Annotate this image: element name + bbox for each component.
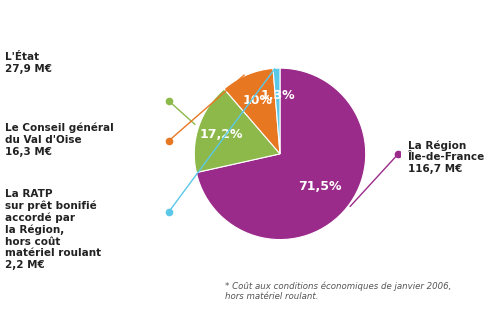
Text: 71,5%: 71,5% [298, 180, 342, 192]
Text: La RATP
sur prêt bonifié
accordé par
la Région,
hors coût
matériel roulant
2,2 M: La RATP sur prêt bonifié accordé par la … [5, 188, 101, 270]
Text: 1,3%: 1,3% [260, 89, 295, 102]
Text: La Région
Île-de-France
116,7 M€: La Région Île-de-France 116,7 M€ [408, 140, 485, 174]
Wedge shape [273, 68, 280, 154]
Text: 17,2%: 17,2% [200, 128, 243, 141]
Wedge shape [194, 89, 280, 173]
Text: L'État
27,9 M€: L'État 27,9 M€ [5, 52, 52, 73]
Wedge shape [196, 68, 366, 240]
Text: 10%: 10% [242, 94, 272, 106]
Text: Le Conseil général
du Val d'Oise
16,3 M€: Le Conseil général du Val d'Oise 16,3 M€ [5, 123, 114, 157]
Text: * Coût aux conditions économiques de janvier 2006,
hors matériel roulant.: * Coût aux conditions économiques de jan… [225, 282, 452, 301]
Wedge shape [224, 68, 280, 154]
